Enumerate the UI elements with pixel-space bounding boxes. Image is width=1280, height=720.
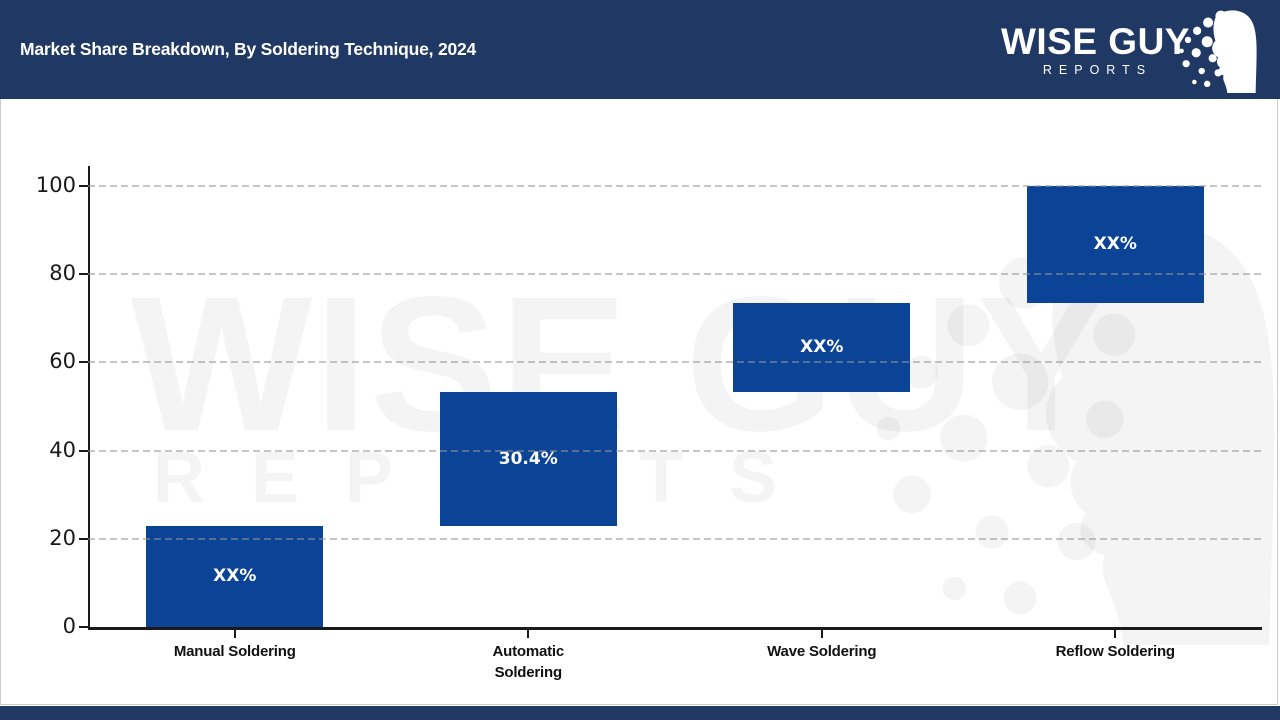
brand-subtitle: REPORTS	[1042, 62, 1153, 77]
brand-logo-text: WISE GUY REPORTS	[1001, 23, 1190, 77]
gridline-80	[88, 273, 1262, 276]
x-axis-category-label: Reflow Soldering	[1055, 643, 1176, 660]
bar-manual-soldering: XX%	[146, 525, 324, 627]
page-title: Market Share Breakdown, By Soldering Tec…	[20, 39, 477, 59]
y-axis-tick-mark	[79, 537, 88, 540]
x-axis-tick-mark	[1114, 630, 1117, 638]
brand-name: WISE GUY	[1000, 20, 1190, 62]
bar-value-label: XX%	[800, 337, 844, 358]
y-axis-tick-label: 40	[49, 437, 76, 462]
x-axis-tick-mark	[820, 630, 823, 638]
y-axis-tick-label: 20	[49, 525, 76, 550]
x-axis-line	[88, 627, 1262, 630]
y-axis-tick-label: 100	[35, 173, 76, 197]
x-axis-tick-mark	[527, 630, 530, 638]
footer-bar	[0, 706, 1280, 720]
bar-wave-soldering: XX%	[733, 302, 911, 392]
x-axis-category-label: Wave Soldering	[767, 643, 877, 660]
y-axis-tick-mark	[79, 273, 88, 276]
y-axis-tick-mark	[79, 361, 88, 364]
bar-value-label: XX%	[1093, 234, 1137, 255]
bar-automatic-soldering: 30.4%	[439, 391, 617, 526]
wise-guy-head-icon	[1179, 9, 1257, 93]
gridline-100	[88, 185, 1262, 187]
y-axis-tick-label: 0	[62, 614, 76, 638]
brand-logo: WISE GUY REPORTS	[1001, 7, 1266, 93]
watermark-text: WISE GUY	[131, 268, 1107, 460]
gridline-40	[88, 449, 1262, 452]
y-axis-tick-label: 60	[49, 349, 76, 374]
y-axis-tick-mark	[79, 185, 88, 187]
x-axis-category-label: Manual Soldering	[173, 643, 296, 660]
app-header: Market Share Breakdown, By Soldering Tec…	[0, 0, 1280, 99]
x-axis-category-label: Automatic Soldering	[492, 643, 565, 681]
x-axis-tick-mark	[233, 630, 236, 638]
bar-value-label: XX%	[213, 566, 257, 587]
gridline-20	[88, 537, 1262, 540]
y-axis-tick-label: 80	[49, 261, 76, 286]
y-axis-line	[88, 166, 90, 630]
bar-value-label: 30.4%	[498, 448, 558, 469]
gridline-60	[88, 361, 1262, 364]
bar-reflow-soldering: XX%	[1026, 186, 1204, 303]
y-axis-tick-mark	[79, 626, 88, 628]
y-axis-tick-mark	[79, 449, 88, 452]
